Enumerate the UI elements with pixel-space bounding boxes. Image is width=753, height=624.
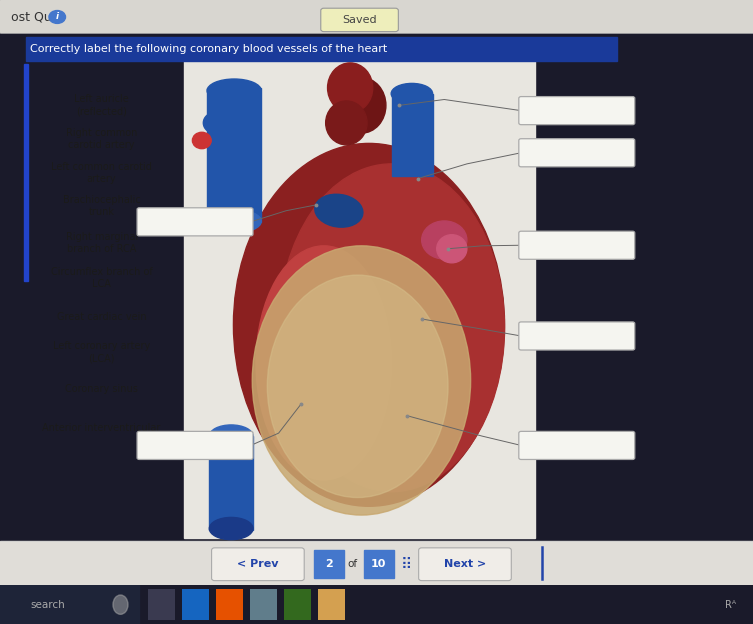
Bar [250,589,277,620]
Ellipse shape [209,517,253,540]
Text: i: i [56,12,59,21]
Bar [392,94,433,175]
Ellipse shape [267,275,448,497]
Bar [207,88,261,222]
Bar [314,550,344,578]
FancyBboxPatch shape [137,208,253,236]
Bar [148,589,175,620]
Ellipse shape [337,77,386,133]
Text: Coronary sinus: Coronary sinus [66,384,138,394]
Ellipse shape [325,101,367,145]
Bar [184,59,535,539]
Ellipse shape [203,113,226,133]
Text: Anterior interventricular: Anterior interventricular [42,424,161,434]
Bar [318,589,345,620]
Ellipse shape [279,164,505,492]
Text: 10: 10 [371,559,386,569]
Ellipse shape [209,425,253,447]
Bar [26,37,617,61]
Text: Right marginal
branch of RCA: Right marginal branch of RCA [66,232,138,254]
Bar [0,0,753,32]
Text: ⠿: ⠿ [401,557,412,572]
Bar [209,436,253,530]
Ellipse shape [422,221,467,259]
Bar [182,589,209,620]
Text: search: search [30,600,65,610]
Bar [0,542,753,585]
Text: Left auricle
(reflected): Left auricle (reflected) [75,94,129,116]
FancyBboxPatch shape [519,97,635,125]
Ellipse shape [256,246,392,480]
Ellipse shape [193,132,211,149]
FancyBboxPatch shape [519,139,635,167]
Ellipse shape [207,79,261,102]
Text: of: of [347,559,358,569]
Text: < Prev: < Prev [237,559,279,569]
Ellipse shape [207,210,261,233]
Circle shape [49,11,66,24]
Bar [364,550,394,578]
Text: Circumflex branch of
LCA: Circumflex branch of LCA [50,267,153,289]
Ellipse shape [392,84,432,104]
FancyBboxPatch shape [519,322,635,350]
Ellipse shape [252,246,471,515]
Text: Next >: Next > [444,559,486,569]
Ellipse shape [113,595,128,614]
Text: Right common
carotid artery: Right common carotid artery [66,129,137,150]
Text: Rᴬ: Rᴬ [725,600,736,610]
Text: ost Quiz: ost Quiz [11,11,62,24]
Text: Left coronary artery
(LCA): Left coronary artery (LCA) [53,341,151,363]
Ellipse shape [437,235,467,263]
Text: Correctly label the following coronary blood vessels of the heart: Correctly label the following coronary b… [30,44,387,54]
Bar [284,589,311,620]
Text: Left common carotid
artery: Left common carotid artery [51,162,152,183]
Text: 2: 2 [325,559,333,569]
Text: Great cardiac vein: Great cardiac vein [56,312,147,322]
FancyBboxPatch shape [137,431,253,459]
FancyBboxPatch shape [419,548,511,580]
Ellipse shape [233,144,505,506]
FancyBboxPatch shape [519,232,635,260]
Ellipse shape [328,63,373,113]
FancyBboxPatch shape [212,548,304,580]
Text: Saved: Saved [342,15,376,25]
Bar [216,589,243,620]
Ellipse shape [315,194,363,227]
FancyBboxPatch shape [519,431,635,459]
Bar [24,64,28,281]
Text: Brachiocephalic
trunk: Brachiocephalic trunk [62,195,141,217]
Bar [0,585,139,624]
FancyBboxPatch shape [321,8,398,32]
